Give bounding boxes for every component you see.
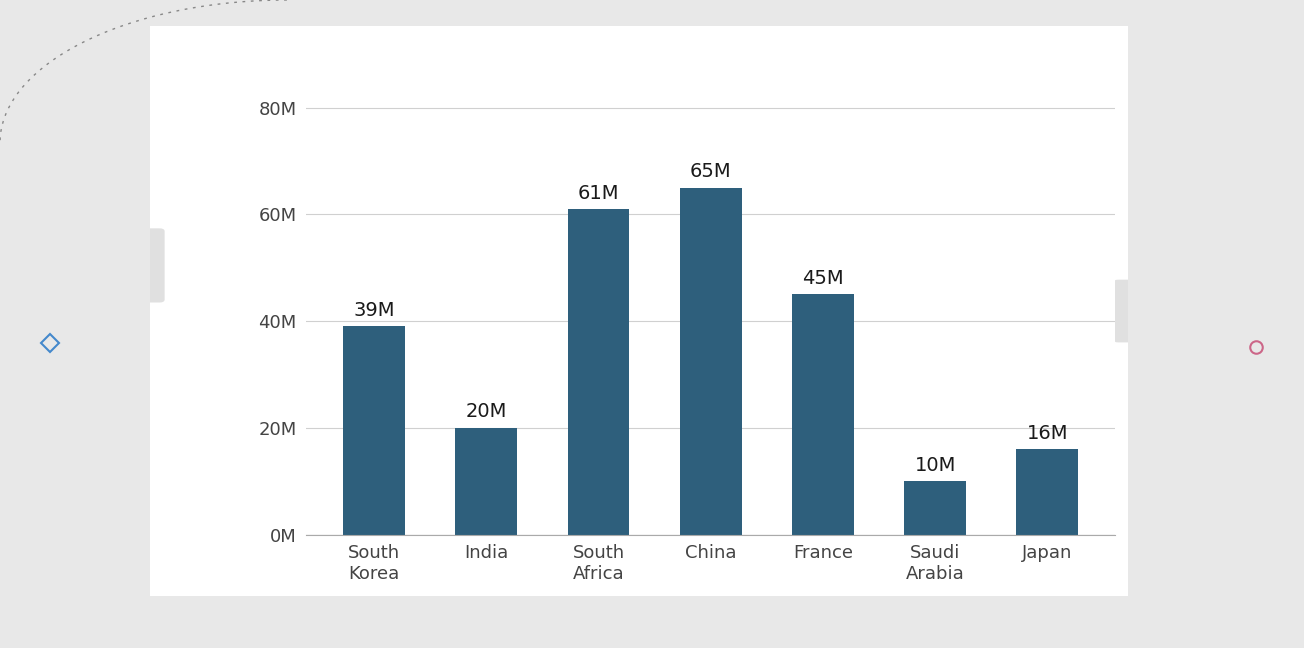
Text: 39M: 39M <box>353 301 395 320</box>
FancyBboxPatch shape <box>1114 280 1148 342</box>
Text: 10M: 10M <box>914 456 956 475</box>
Text: 20M: 20M <box>466 402 507 421</box>
Bar <box>792 294 854 535</box>
FancyBboxPatch shape <box>120 228 164 303</box>
Bar <box>567 209 630 535</box>
FancyBboxPatch shape <box>116 6 1162 616</box>
Text: 16M: 16M <box>1026 424 1068 443</box>
Text: 61M: 61M <box>578 183 619 203</box>
Bar <box>1016 449 1078 535</box>
Bar <box>455 428 518 535</box>
Text: 45M: 45M <box>802 269 844 288</box>
Bar <box>679 188 742 535</box>
Bar <box>343 327 406 535</box>
Text: 65M: 65M <box>690 163 732 181</box>
Bar <box>904 481 966 535</box>
FancyBboxPatch shape <box>91 0 1187 631</box>
